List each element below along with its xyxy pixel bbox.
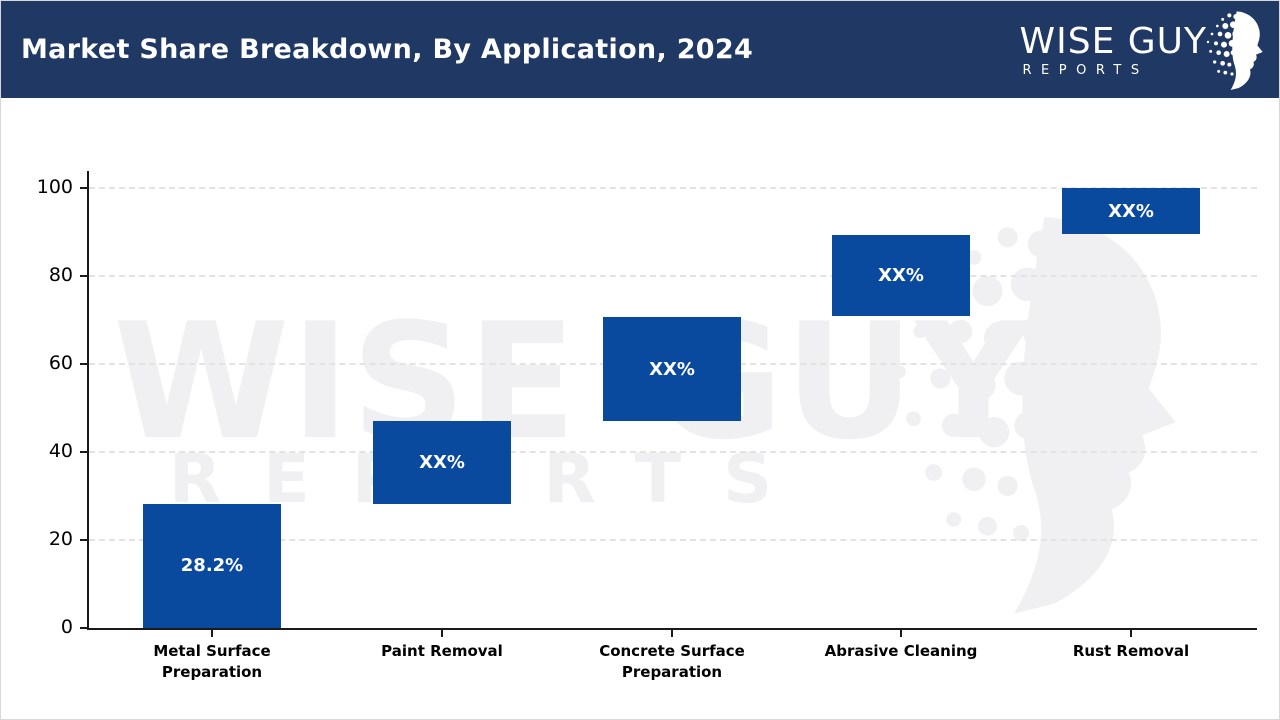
bar-metal-surface-preparation: 28.2% <box>143 503 281 628</box>
x-axis-line <box>87 628 1257 630</box>
x-category-label: Paint Removal <box>381 642 503 660</box>
logo-text: WISE GUY REPORTS <box>1019 20 1208 78</box>
bar-value-label: XX% <box>1108 200 1154 222</box>
bar-value-label: XX% <box>649 358 695 380</box>
gridline <box>89 451 1257 453</box>
chart-area: WISE GUY REPORTS 02040608010028.2%Metal … <box>1 98 1279 719</box>
x-axis-tick <box>900 630 902 637</box>
gridline <box>89 275 1257 277</box>
y-tick-label: 0 <box>60 616 73 638</box>
bar-abrasive-cleaning: XX% <box>832 235 970 317</box>
logo-face-icon <box>1206 11 1263 90</box>
y-axis-tick <box>80 275 89 277</box>
y-tick-label: 60 <box>48 352 73 374</box>
y-tick-label: 20 <box>48 528 73 550</box>
y-axis-tick <box>80 187 89 189</box>
bar-value-label: 28.2% <box>180 555 244 577</box>
wiseguy-logo: WISE GUY REPORTS <box>1020 9 1270 91</box>
x-axis-tick <box>1130 630 1132 637</box>
header: Market Share Breakdown, By Application, … <box>1 1 1279 98</box>
x-category-label: Rust Removal <box>1072 642 1190 660</box>
watermark-wordmark: WISE GUY <box>113 288 1033 475</box>
y-axis-tick <box>80 627 89 629</box>
y-tick-label: 100 <box>36 176 73 198</box>
bar-value-label: XX% <box>419 452 465 474</box>
bar-rust-removal: XX% <box>1062 188 1200 235</box>
y-axis-tick <box>80 363 89 365</box>
y-tick-label: 40 <box>48 440 73 462</box>
x-axis-tick <box>671 630 673 637</box>
bar-paint-removal: XX% <box>373 421 511 504</box>
gridline <box>89 539 1257 541</box>
y-axis-tick <box>80 539 89 541</box>
bar-value-label: XX% <box>878 265 924 287</box>
x-category-label: Abrasive Cleaning <box>824 642 978 660</box>
y-axis-line <box>87 171 89 630</box>
x-category-label: Metal Surface Preparation <box>153 642 271 681</box>
x-axis-tick <box>211 630 213 637</box>
gridline <box>89 187 1257 189</box>
bar-concrete-surface-preparation: XX% <box>603 316 741 422</box>
x-axis-tick <box>441 630 443 637</box>
watermark-face-icon <box>893 217 1176 614</box>
x-category-label: Concrete Surface Preparation <box>599 642 745 681</box>
logo-subtext: REPORTS <box>1022 62 1149 78</box>
logo-wordmark: WISE GUY <box>1019 20 1207 62</box>
chart-title: Market Share Breakdown, By Application, … <box>21 34 754 65</box>
y-axis-tick <box>80 451 89 453</box>
y-tick-label: 80 <box>48 264 73 286</box>
